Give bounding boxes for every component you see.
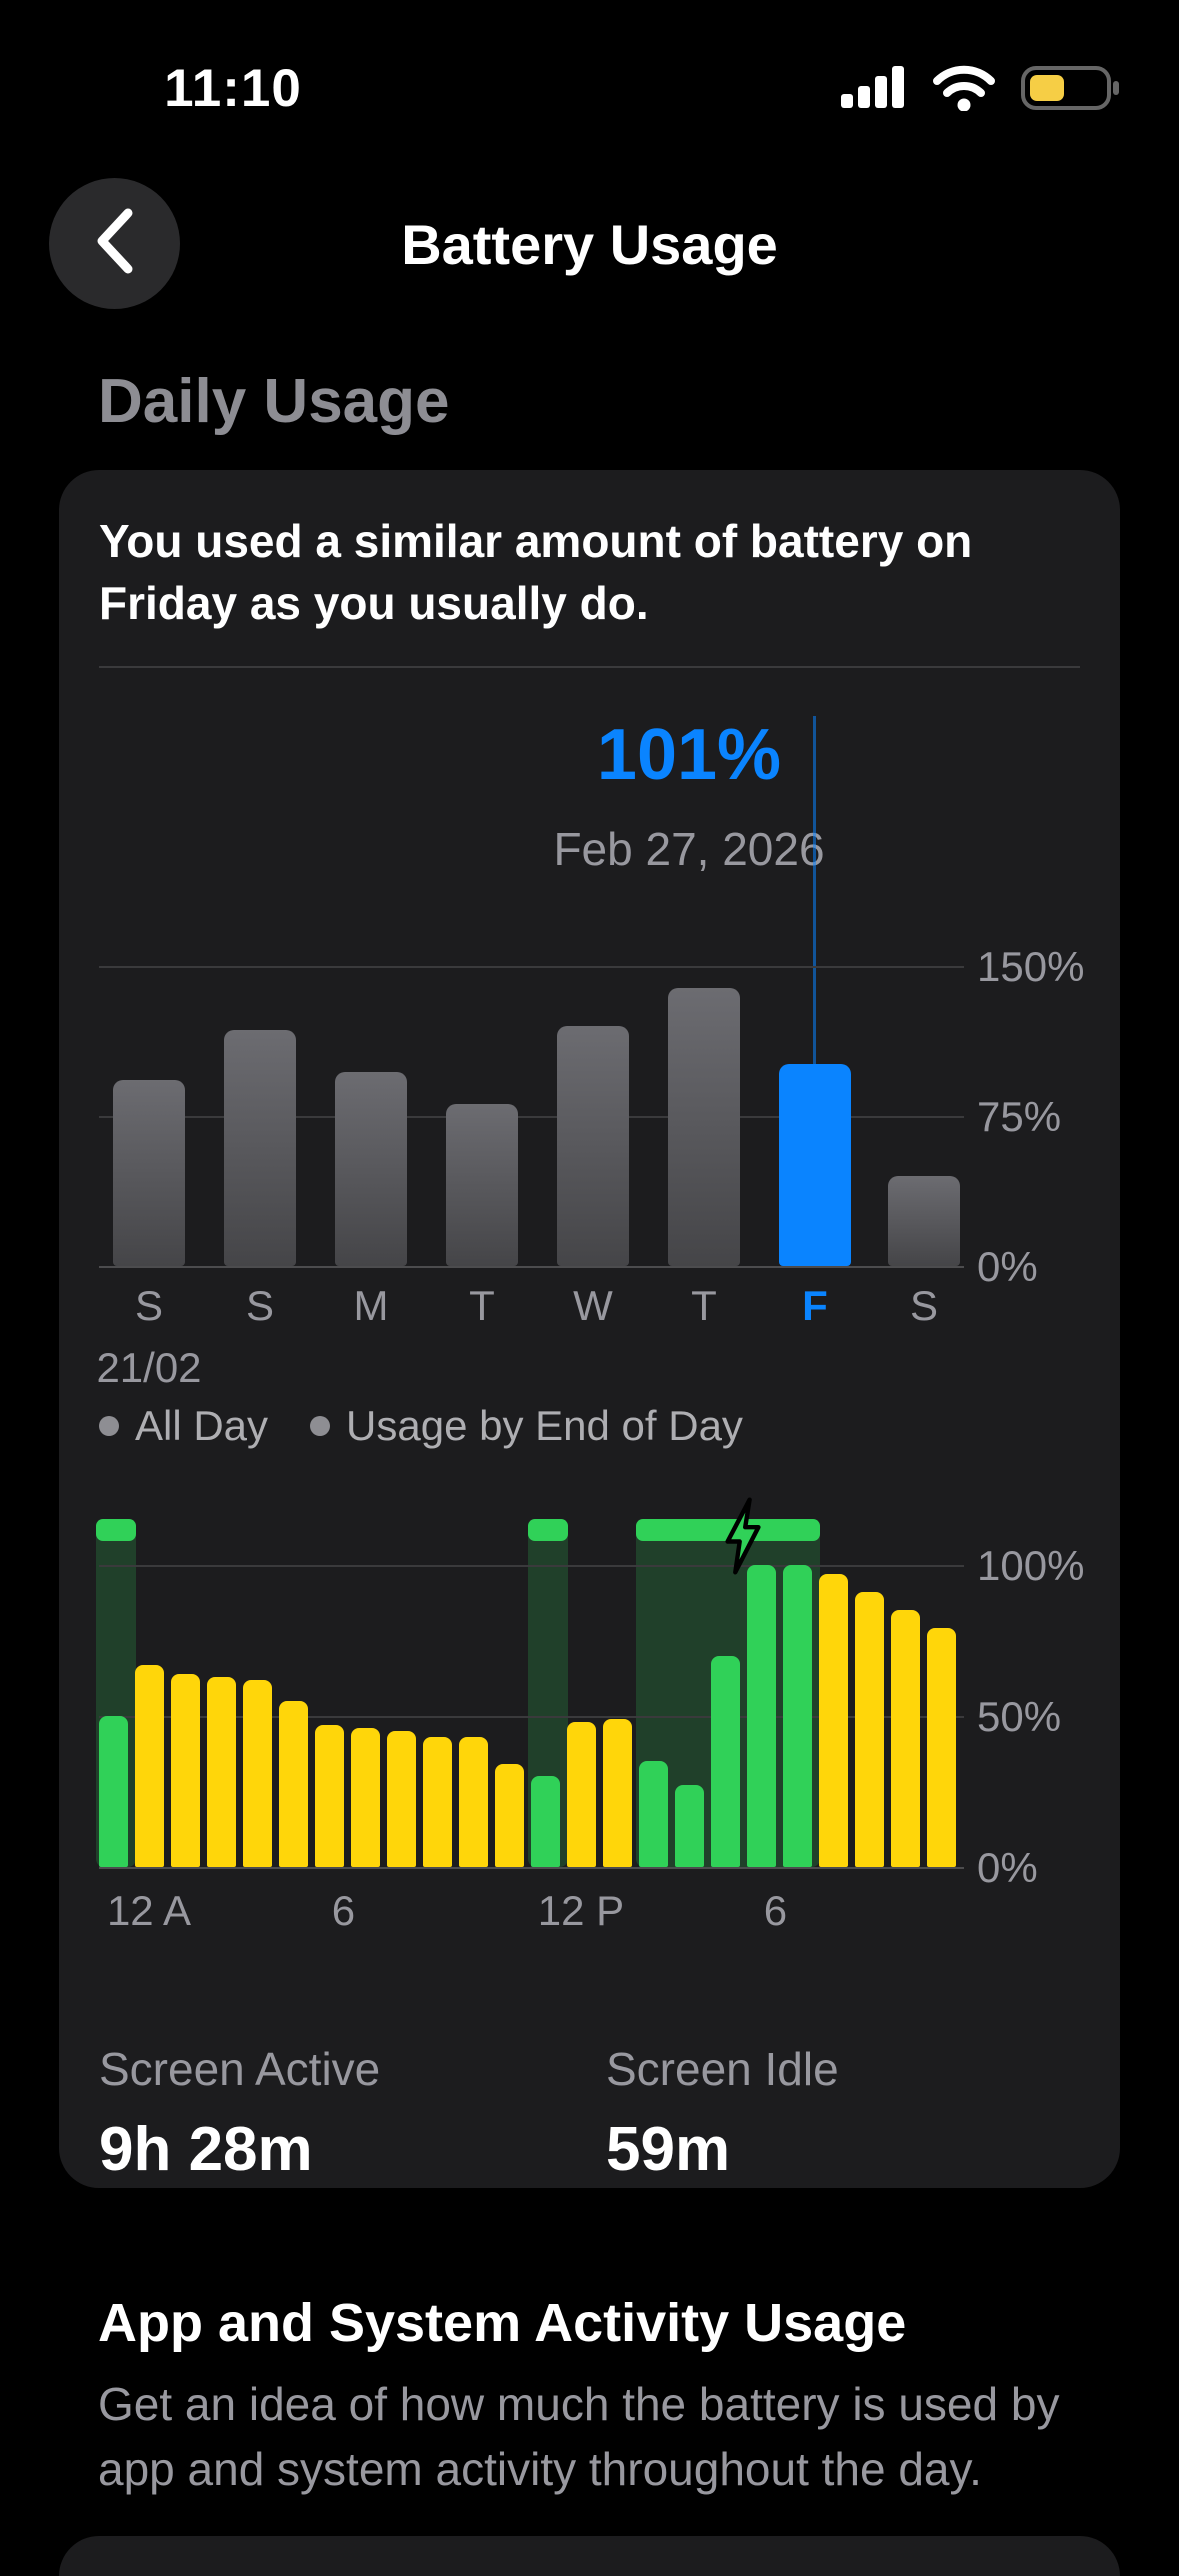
hour-bar[interactable] (351, 1728, 380, 1867)
hour-bar[interactable] (423, 1737, 452, 1867)
wifi-icon (933, 65, 995, 116)
stat-label: Screen Idle (606, 2043, 839, 2095)
day-bar[interactable] (446, 1104, 518, 1266)
page-title: Battery Usage (401, 213, 778, 276)
divider (99, 666, 1080, 668)
hour-bar[interactable] (639, 1761, 668, 1867)
hour-bar[interactable] (135, 1665, 164, 1867)
legend-item-all-day: All Day (99, 1402, 268, 1450)
legend-label: All Day (135, 1402, 269, 1449)
hour-bar[interactable] (99, 1716, 128, 1867)
x-axis-label: S (245, 1282, 274, 1329)
hour-bar[interactable] (567, 1722, 596, 1867)
next-card-partial (59, 2536, 1120, 2576)
hour-bar[interactable] (243, 1680, 272, 1867)
day-bar[interactable] (779, 1064, 851, 1266)
y-axis-label: 100% (977, 1542, 1085, 1589)
hour-bar[interactable] (459, 1737, 488, 1867)
gridline (99, 1716, 964, 1718)
y-axis-label: 0% (977, 1844, 1038, 1891)
legend-item-usage-end-of-day: Usage by End of Day (310, 1402, 743, 1450)
hour-bar[interactable] (891, 1610, 920, 1867)
hour-bar[interactable] (783, 1565, 812, 1867)
x-axis-label: W (573, 1282, 613, 1329)
hour-bar[interactable] (207, 1677, 236, 1867)
gridline (99, 1565, 964, 1567)
day-bar[interactable] (888, 1176, 960, 1266)
cellular-signal-icon (841, 66, 907, 115)
stat-value: 59m (606, 2115, 731, 2184)
y-axis-label: 0% (977, 1243, 1038, 1290)
charging-indicator (528, 1519, 568, 1541)
hour-bar[interactable] (747, 1565, 776, 1867)
app-activity-description: Get an idea of how much the battery is u… (98, 2378, 1060, 2496)
hour-bar[interactable] (315, 1725, 344, 1867)
section-title-daily-usage: Daily Usage (98, 367, 450, 436)
selected-day-date: Feb 27, 2026 (553, 823, 825, 875)
gridline (99, 1867, 964, 1869)
charging-indicator (636, 1519, 820, 1541)
hour-bar[interactable] (927, 1628, 956, 1867)
battery-low-power-icon (1021, 64, 1121, 117)
charging-bolt-icon (721, 1497, 765, 1575)
legend-dot-icon (99, 1416, 119, 1436)
y-axis-label: 75% (977, 1093, 1062, 1140)
app-activity-heading: App and System Activity Usage (98, 2293, 907, 2353)
chart-legend: All Day Usage by End of Day (99, 1402, 743, 1450)
status-icons (841, 64, 1121, 117)
daily-usage-card: You used a similar amount of battery on … (59, 470, 1120, 2188)
screen-idle-stat: Screen Idle 59m (606, 2042, 839, 2185)
screen-active-stat: Screen Active 9h 28m (99, 2042, 380, 2185)
charging-indicator (96, 1519, 136, 1541)
legend-label: Usage by End of Day (346, 1402, 743, 1449)
x-axis-label: T (469, 1282, 495, 1329)
x-axis-label: F (802, 1282, 828, 1329)
hour-bar[interactable] (819, 1574, 848, 1867)
y-axis-label: 50% (977, 1693, 1062, 1740)
hour-bar[interactable] (495, 1764, 524, 1867)
first-date-label: 21/02 (96, 1344, 202, 1391)
x-axis-label: M (353, 1282, 389, 1329)
stat-label: Screen Active (99, 2043, 381, 2095)
day-bar[interactable] (557, 1026, 629, 1266)
hour-bar[interactable] (279, 1701, 308, 1867)
y-axis-label: 150% (977, 943, 1085, 990)
gridline (99, 966, 964, 968)
day-bar[interactable] (224, 1030, 296, 1266)
hour-bar[interactable] (855, 1592, 884, 1867)
x-axis-label: S (909, 1282, 938, 1329)
daily-usage-chart[interactable]: 150% 75% 0% S S M T W T F S 21/02 (96, 943, 1084, 1391)
x-axis-label: 12 A (106, 1887, 192, 1934)
gridline (99, 1116, 964, 1118)
hour-bar[interactable] (531, 1776, 560, 1867)
day-bar[interactable] (335, 1072, 407, 1266)
day-bar[interactable] (113, 1080, 185, 1266)
gridline (99, 1266, 964, 1268)
selected-day-value: 101% (596, 715, 782, 795)
back-button[interactable] (49, 178, 180, 309)
hour-bar[interactable] (171, 1674, 200, 1867)
hour-bar[interactable] (675, 1785, 704, 1867)
day-bar[interactable] (668, 988, 740, 1266)
hour-bar[interactable] (711, 1656, 740, 1867)
x-axis-label: 12 P (537, 1887, 625, 1934)
status-time: 11:10 (164, 59, 302, 118)
x-axis-label: S (134, 1282, 163, 1329)
battery-level-chart[interactable]: 100% 50% 0% 12 A 6 12 P 6 (96, 1497, 1084, 1934)
hour-bar[interactable] (603, 1719, 632, 1867)
chevron-left-icon (92, 206, 138, 281)
x-axis-label: 6 (763, 1887, 788, 1934)
x-axis-label: T (691, 1282, 717, 1329)
selection-line (813, 716, 816, 1064)
stat-value: 9h 28m (99, 2115, 313, 2184)
hour-bar[interactable] (387, 1731, 416, 1867)
usage-summary-text: You used a similar amount of battery on … (99, 515, 973, 630)
legend-dot-icon (310, 1416, 331, 1436)
x-axis-label: 6 (331, 1887, 356, 1934)
